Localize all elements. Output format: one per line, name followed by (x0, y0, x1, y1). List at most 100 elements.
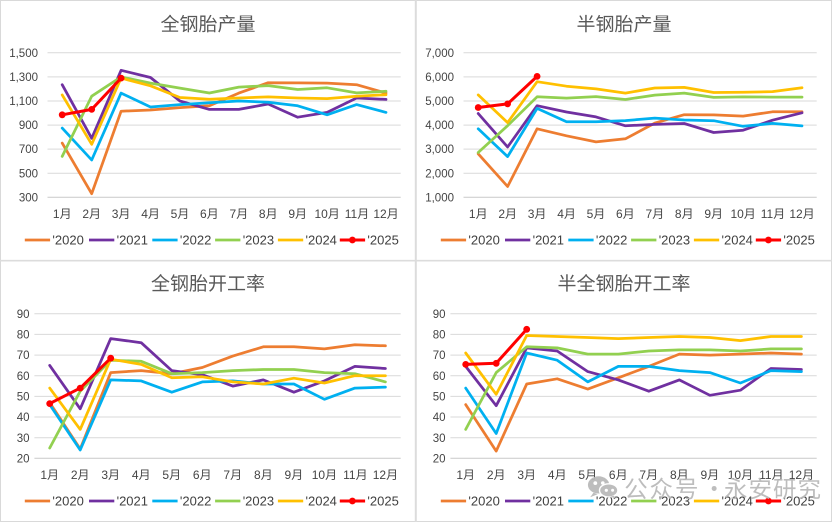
svg-text:'2023: '2023 (659, 233, 690, 248)
svg-text:'2020: '2020 (468, 494, 499, 509)
svg-text:6: 6 (609, 468, 616, 482)
svg-text:'2022: '2022 (596, 233, 627, 248)
svg-text:300: 300 (19, 192, 38, 204)
svg-text:1,300: 1,300 (9, 72, 38, 84)
svg-text:2: 2 (498, 207, 505, 221)
svg-text:6,000: 6,000 (425, 72, 454, 84)
svg-text:4: 4 (557, 207, 564, 221)
svg-text:500: 500 (19, 168, 38, 180)
svg-text:80: 80 (433, 330, 446, 342)
svg-text:'2025: '2025 (367, 494, 398, 509)
svg-text:3,000: 3,000 (425, 144, 454, 156)
svg-text:6: 6 (616, 207, 623, 221)
svg-text:700: 700 (19, 144, 38, 156)
svg-text:50: 50 (433, 392, 446, 404)
svg-text:90: 90 (433, 309, 446, 321)
svg-text:'2021: '2021 (117, 233, 148, 248)
svg-text:11: 11 (761, 207, 774, 221)
svg-text:12: 12 (373, 468, 387, 482)
svg-text:'2020: '2020 (468, 233, 499, 248)
svg-text:30: 30 (433, 433, 446, 445)
svg-text:1: 1 (53, 207, 60, 221)
svg-text:'2023: '2023 (243, 233, 274, 248)
svg-text:80: 80 (17, 330, 30, 342)
svg-text:10: 10 (314, 207, 328, 221)
svg-text:'2024: '2024 (306, 233, 337, 248)
svg-text:90: 90 (17, 309, 30, 321)
svg-text:2: 2 (71, 468, 78, 482)
svg-text:11: 11 (759, 468, 772, 482)
svg-text:'2022: '2022 (596, 494, 627, 509)
svg-text:3: 3 (517, 468, 524, 482)
svg-text:7: 7 (230, 207, 237, 221)
svg-text:1: 1 (469, 207, 476, 221)
svg-text:5: 5 (587, 207, 594, 221)
svg-text:900: 900 (19, 120, 38, 132)
svg-text:8: 8 (254, 468, 261, 482)
svg-text:3: 3 (528, 207, 535, 221)
svg-text:'2025: '2025 (367, 233, 398, 248)
svg-text:11: 11 (343, 468, 356, 482)
svg-text:1,500: 1,500 (9, 48, 38, 60)
svg-text:8: 8 (259, 207, 266, 221)
svg-text:'2021: '2021 (533, 494, 564, 509)
svg-text:10: 10 (730, 207, 744, 221)
svg-text:3: 3 (101, 468, 108, 482)
svg-text:'2020: '2020 (52, 494, 83, 509)
svg-text:60: 60 (433, 371, 446, 383)
svg-text:8: 8 (670, 468, 677, 482)
svg-text:20: 20 (17, 453, 30, 465)
svg-text:9: 9 (704, 207, 711, 221)
svg-text:5,000: 5,000 (425, 96, 454, 108)
svg-text:1: 1 (456, 468, 463, 482)
svg-text:'2021: '2021 (117, 494, 148, 509)
svg-text:12: 12 (373, 207, 387, 221)
svg-text:9: 9 (288, 207, 295, 221)
svg-text:1,000: 1,000 (425, 192, 454, 204)
svg-text:50: 50 (17, 392, 30, 404)
svg-text:6: 6 (200, 207, 207, 221)
svg-text:70: 70 (433, 350, 446, 362)
svg-text:7: 7 (646, 207, 653, 221)
svg-text:'2021: '2021 (533, 233, 564, 248)
svg-text:'2022: '2022 (180, 494, 211, 509)
svg-text:40: 40 (17, 412, 30, 424)
svg-text:3: 3 (112, 207, 119, 221)
svg-text:60: 60 (17, 371, 30, 383)
svg-text:12: 12 (789, 207, 803, 221)
svg-text:10: 10 (312, 468, 326, 482)
svg-text:4: 4 (548, 468, 555, 482)
svg-text:7: 7 (223, 468, 230, 482)
svg-text:4: 4 (132, 468, 139, 482)
svg-text:1: 1 (40, 468, 47, 482)
svg-text:7: 7 (639, 468, 646, 482)
svg-text:20: 20 (433, 453, 446, 465)
svg-text:'2020: '2020 (52, 233, 83, 248)
svg-text:9: 9 (285, 468, 292, 482)
svg-text:70: 70 (17, 350, 30, 362)
svg-text:'2022: '2022 (180, 233, 211, 248)
svg-text:40: 40 (433, 412, 446, 424)
svg-text:5: 5 (162, 468, 169, 482)
svg-text:2,000: 2,000 (425, 168, 454, 180)
svg-text:4: 4 (141, 207, 148, 221)
svg-text:5: 5 (578, 468, 585, 482)
svg-text:9: 9 (701, 468, 708, 482)
svg-text:6: 6 (193, 468, 200, 482)
svg-text:12: 12 (789, 468, 803, 482)
svg-text:'2025: '2025 (783, 233, 814, 248)
svg-text:'2023: '2023 (243, 494, 274, 509)
svg-text:2: 2 (487, 468, 494, 482)
svg-text:11: 11 (345, 207, 358, 221)
svg-text:'2024: '2024 (722, 233, 753, 248)
svg-text:'2023: '2023 (659, 494, 690, 509)
svg-text:1,100: 1,100 (9, 96, 38, 108)
svg-text:'2024: '2024 (306, 494, 337, 509)
svg-text:'2025: '2025 (783, 494, 814, 509)
svg-text:30: 30 (17, 433, 30, 445)
svg-text:2: 2 (82, 207, 89, 221)
svg-text:5: 5 (171, 207, 178, 221)
svg-text:8: 8 (675, 207, 682, 221)
svg-text:4,000: 4,000 (425, 120, 454, 132)
svg-text:7,000: 7,000 (425, 48, 454, 60)
